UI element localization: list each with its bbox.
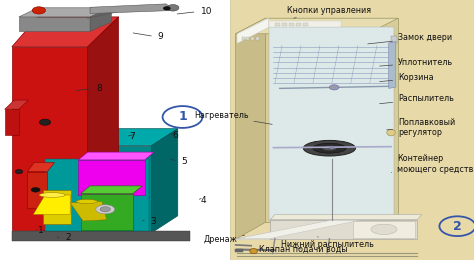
Text: 10: 10 bbox=[201, 7, 212, 16]
Polygon shape bbox=[81, 186, 142, 194]
Polygon shape bbox=[27, 172, 47, 208]
Bar bbox=[0, 0, 230, 260]
Polygon shape bbox=[236, 220, 365, 239]
Circle shape bbox=[31, 187, 40, 192]
Polygon shape bbox=[43, 129, 178, 146]
Polygon shape bbox=[12, 47, 88, 230]
Bar bbox=[289, 23, 294, 26]
Ellipse shape bbox=[76, 199, 98, 204]
Ellipse shape bbox=[100, 207, 110, 212]
Circle shape bbox=[329, 146, 335, 149]
Polygon shape bbox=[237, 18, 269, 43]
Polygon shape bbox=[19, 17, 90, 31]
Text: Распылитель: Распылитель bbox=[380, 94, 454, 104]
Ellipse shape bbox=[250, 249, 257, 254]
Polygon shape bbox=[12, 231, 190, 240]
Ellipse shape bbox=[313, 143, 346, 153]
Polygon shape bbox=[27, 162, 55, 172]
Text: Нижний распылитель: Нижний распылитель bbox=[281, 237, 374, 249]
Polygon shape bbox=[269, 21, 341, 27]
Text: Поплавковый
регулятор: Поплавковый регулятор bbox=[387, 118, 456, 137]
Text: 9: 9 bbox=[158, 32, 164, 41]
Ellipse shape bbox=[39, 193, 65, 197]
Circle shape bbox=[163, 6, 171, 10]
Bar bbox=[391, 36, 397, 43]
Polygon shape bbox=[78, 160, 145, 195]
Polygon shape bbox=[90, 4, 175, 14]
Polygon shape bbox=[43, 190, 71, 224]
Polygon shape bbox=[5, 100, 28, 109]
Polygon shape bbox=[353, 221, 415, 238]
Text: Контейнер
моющего средства: Контейнер моющего средства bbox=[392, 154, 474, 173]
Polygon shape bbox=[33, 195, 70, 214]
Bar bbox=[275, 23, 280, 26]
Polygon shape bbox=[270, 220, 417, 239]
Ellipse shape bbox=[387, 129, 395, 136]
Text: Дренаж: Дренаж bbox=[203, 235, 245, 244]
Polygon shape bbox=[265, 18, 398, 222]
Ellipse shape bbox=[303, 140, 356, 156]
Polygon shape bbox=[45, 159, 149, 231]
Polygon shape bbox=[236, 18, 398, 34]
Polygon shape bbox=[19, 8, 111, 17]
Text: Нагреватель: Нагреватель bbox=[194, 111, 272, 124]
Ellipse shape bbox=[96, 205, 115, 214]
Ellipse shape bbox=[167, 4, 179, 11]
Bar bbox=[246, 37, 249, 40]
Bar bbox=[230, 0, 474, 260]
Circle shape bbox=[39, 119, 51, 125]
Text: 2: 2 bbox=[453, 220, 462, 233]
Polygon shape bbox=[269, 27, 394, 220]
Polygon shape bbox=[237, 220, 360, 239]
Text: 1: 1 bbox=[178, 110, 187, 124]
Text: 2: 2 bbox=[65, 233, 71, 242]
Polygon shape bbox=[270, 214, 422, 220]
Text: 6: 6 bbox=[172, 131, 178, 140]
Text: Уплотнитель: Уплотнитель bbox=[380, 58, 453, 67]
Text: 1: 1 bbox=[38, 226, 44, 235]
Circle shape bbox=[15, 170, 23, 174]
Polygon shape bbox=[5, 109, 19, 135]
Polygon shape bbox=[88, 17, 118, 230]
Circle shape bbox=[32, 7, 46, 14]
Polygon shape bbox=[78, 152, 154, 160]
Circle shape bbox=[163, 106, 202, 128]
Circle shape bbox=[329, 85, 339, 90]
Text: 3: 3 bbox=[151, 217, 156, 226]
Text: 8: 8 bbox=[96, 84, 102, 93]
Polygon shape bbox=[90, 8, 111, 31]
Polygon shape bbox=[389, 42, 396, 88]
Polygon shape bbox=[12, 17, 118, 47]
Bar bbox=[282, 23, 287, 26]
Text: 4: 4 bbox=[201, 196, 206, 205]
Bar bbox=[242, 37, 245, 40]
Polygon shape bbox=[81, 194, 133, 230]
Text: Корзина: Корзина bbox=[380, 74, 434, 82]
Ellipse shape bbox=[371, 224, 397, 235]
Polygon shape bbox=[70, 202, 107, 221]
Text: Замок двери: Замок двери bbox=[368, 33, 452, 44]
Polygon shape bbox=[43, 146, 152, 233]
Bar bbox=[251, 37, 254, 40]
Polygon shape bbox=[152, 129, 178, 233]
Text: Кнопки управления: Кнопки управления bbox=[287, 6, 372, 18]
Text: 5: 5 bbox=[182, 157, 187, 166]
Circle shape bbox=[439, 216, 474, 236]
Text: Клапан подачи воды: Клапан подачи воды bbox=[259, 245, 347, 254]
Ellipse shape bbox=[322, 146, 337, 151]
Bar bbox=[296, 23, 301, 26]
Polygon shape bbox=[236, 18, 265, 239]
Bar bbox=[256, 37, 259, 40]
Bar bbox=[303, 23, 308, 26]
Text: 7: 7 bbox=[129, 132, 135, 141]
